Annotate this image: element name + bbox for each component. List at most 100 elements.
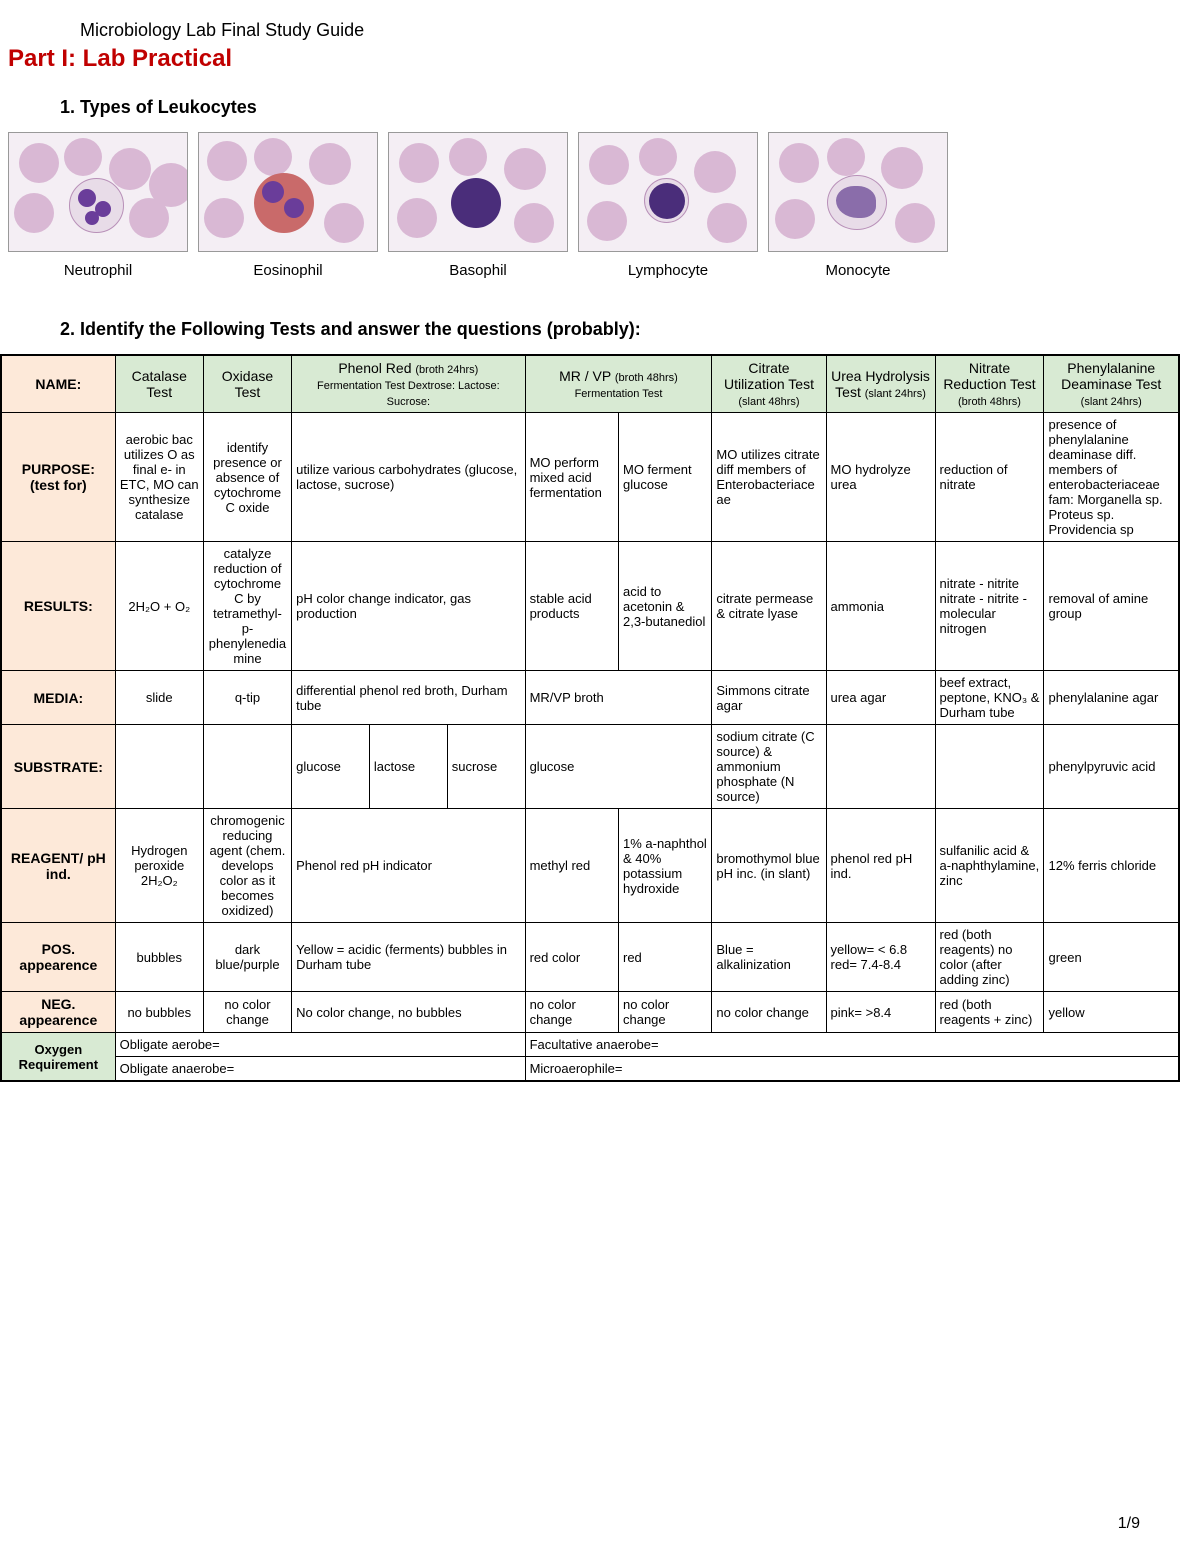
cell: pink= >8.4 (826, 992, 935, 1033)
table-row: POS. appearence bubbles dark blue/purple… (1, 923, 1179, 992)
cell: utilize various carbohydrates (glucose, … (292, 413, 525, 542)
cell: red (both reagents + zinc) (935, 992, 1044, 1033)
cell: Microaerophile= (525, 1057, 1179, 1082)
leukocyte-image-lymphocyte (578, 132, 758, 252)
cell: yellow (1044, 992, 1179, 1033)
row-header-reagent: REAGENT/ pH ind. (1, 809, 115, 923)
doc-title: Microbiology Lab Final Study Guide (80, 20, 1200, 41)
cell: chromogenic reducing agent (chem. develo… (203, 809, 291, 923)
cell: stable acid products (525, 542, 618, 671)
page-number: 1/9 (1118, 1515, 1140, 1533)
cell: MR/VP broth (525, 671, 712, 725)
table-row: Obligate anaerobe= Microaerophile= (1, 1057, 1179, 1082)
cell: red (618, 923, 711, 992)
cell: glucose (525, 725, 712, 809)
table-row: PURPOSE: (test for) aerobic bac utilizes… (1, 413, 1179, 542)
cell: glucose (292, 725, 370, 809)
cell: phenylalanine agar (1044, 671, 1179, 725)
col-header: Urea Hydrolysis Test (slant 24hrs) (826, 355, 935, 413)
col-header: Nitrate Reduction Test (broth 48hrs) (935, 355, 1044, 413)
col-header: Catalase Test (115, 355, 203, 413)
cell: citrate permease & citrate lyase (712, 542, 826, 671)
cell: Yellow = acidic (ferments) bubbles in Du… (292, 923, 525, 992)
leukocyte-label: Basophil (388, 262, 568, 279)
cell: ammonia (826, 542, 935, 671)
cell: red color (525, 923, 618, 992)
cell: beef extract, peptone, KNO₃ & Durham tub… (935, 671, 1044, 725)
cell: reduction of nitrate (935, 413, 1044, 542)
section-2-title: 2. Identify the Following Tests and answ… (60, 319, 1200, 340)
cell: Hydrogen peroxide 2H₂O₂ (115, 809, 203, 923)
cell: 2H₂O + O₂ (115, 542, 203, 671)
part-title: Part I: Lab Practical (8, 45, 1200, 73)
cell: Facultative anaerobe= (525, 1033, 1179, 1057)
tests-table: NAME: Catalase Test Oxidase Test Phenol … (0, 354, 1180, 1082)
cell (115, 725, 203, 809)
cell: no bubbles (115, 992, 203, 1033)
leukocyte-images (8, 132, 1200, 252)
cell: q-tip (203, 671, 291, 725)
col-header: MR / VP (broth 48hrs) Fermentation Test (525, 355, 712, 413)
row-header-purpose: PURPOSE: (test for) (1, 413, 115, 542)
leukocyte-image-basophil (388, 132, 568, 252)
leukocyte-label: Eosinophil (198, 262, 378, 279)
cell (826, 725, 935, 809)
table-row: REAGENT/ pH ind. Hydrogen peroxide 2H₂O₂… (1, 809, 1179, 923)
cell: Phenol red pH indicator (292, 809, 525, 923)
cell: identify presence or absence of cytochro… (203, 413, 291, 542)
row-header-oxygen: Oxygen Requirement (1, 1033, 115, 1082)
row-header-name: NAME: (1, 355, 115, 413)
col-header: Oxidase Test (203, 355, 291, 413)
cell: dark blue/purple (203, 923, 291, 992)
cell: MO hydrolyze urea (826, 413, 935, 542)
cell: green (1044, 923, 1179, 992)
cell: sulfanilic acid & a-naphthylamine, zinc (935, 809, 1044, 923)
cell: Simmons citrate agar (712, 671, 826, 725)
cell: no color change (525, 992, 618, 1033)
table-row: Oxygen Requirement Obligate aerobe= Facu… (1, 1033, 1179, 1057)
cell: No color change, no bubbles (292, 992, 525, 1033)
cell: presence of phenylalanine deaminase diff… (1044, 413, 1179, 542)
cell: no color change (618, 992, 711, 1033)
cell: phenylpyruvic acid (1044, 725, 1179, 809)
cell: catalyze reduction of cytochrome C by te… (203, 542, 291, 671)
cell: pH color change indicator, gas productio… (292, 542, 525, 671)
cell: bromothymol blue pH inc. (in slant) (712, 809, 826, 923)
cell: MO utilizes citrate diff members of Ente… (712, 413, 826, 542)
cell: sodium citrate (C source) & ammonium pho… (712, 725, 826, 809)
leukocyte-image-monocyte (768, 132, 948, 252)
cell: no color change (712, 992, 826, 1033)
cell: no color change (203, 992, 291, 1033)
page: Microbiology Lab Final Study Guide Part … (0, 0, 1200, 1553)
leukocyte-image-eosinophil (198, 132, 378, 252)
cell: phenol red pH ind. (826, 809, 935, 923)
row-header-pos: POS. appearence (1, 923, 115, 992)
leukocyte-label: Neutrophil (8, 262, 188, 279)
cell: differential phenol red broth, Durham tu… (292, 671, 525, 725)
cell: nitrate - nitrite nitrate - nitrite - mo… (935, 542, 1044, 671)
cell: yellow= < 6.8 red= 7.4-8.4 (826, 923, 935, 992)
cell: sucrose (447, 725, 525, 809)
row-header-results: RESULTS: (1, 542, 115, 671)
table-row: NEG. appearence no bubbles no color chan… (1, 992, 1179, 1033)
cell: methyl red (525, 809, 618, 923)
cell: lactose (369, 725, 447, 809)
cell: red (both reagents) no color (after addi… (935, 923, 1044, 992)
cell: 1% a-naphthol & 40% potassium hydroxide (618, 809, 711, 923)
leukocyte-labels: Neutrophil Eosinophil Basophil Lymphocyt… (8, 262, 1200, 279)
cell (203, 725, 291, 809)
leukocyte-label: Lymphocyte (578, 262, 758, 279)
row-header-neg: NEG. appearence (1, 992, 115, 1033)
leukocyte-image-neutrophil (8, 132, 188, 252)
cell: Blue = alkalinization (712, 923, 826, 992)
table-row: RESULTS: 2H₂O + O₂ catalyze reduction of… (1, 542, 1179, 671)
cell: Obligate anaerobe= (115, 1057, 525, 1082)
row-header-substrate: SUBSTRATE: (1, 725, 115, 809)
cell: Obligate aerobe= (115, 1033, 525, 1057)
col-header: Phenol Red (broth 24hrs) Fermentation Te… (292, 355, 525, 413)
cell: 12% ferris chloride (1044, 809, 1179, 923)
cell (935, 725, 1044, 809)
section-1-title: 1. Types of Leukocytes (60, 97, 1200, 118)
cell: aerobic bac utilizes O as final e- in ET… (115, 413, 203, 542)
cell: bubbles (115, 923, 203, 992)
